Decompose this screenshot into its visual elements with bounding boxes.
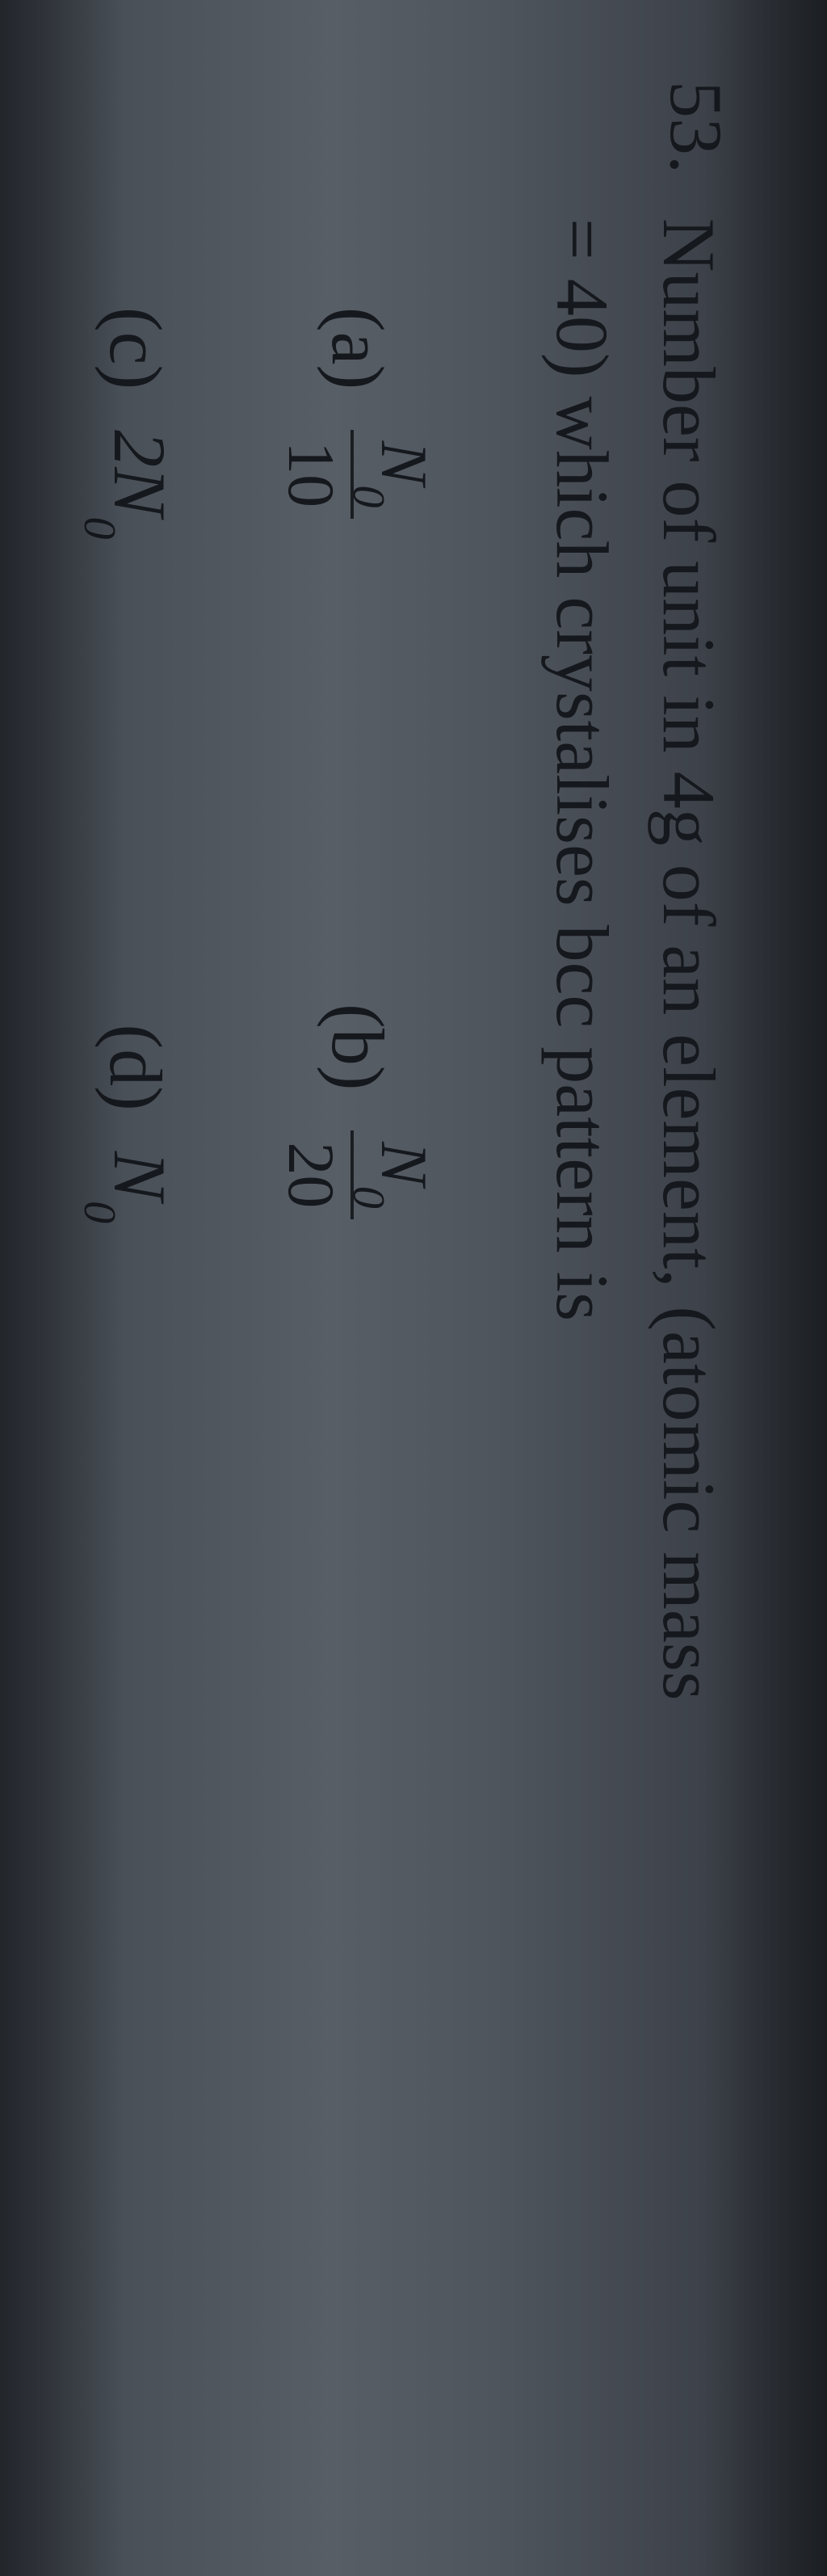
- option-c-var: N: [99, 467, 181, 516]
- option-d: (d) N0: [88, 1024, 183, 1223]
- option-d-sub: 0: [74, 1201, 124, 1223]
- option-a-denominator: 10: [278, 430, 351, 519]
- option-b: (b) N0 20: [278, 1004, 437, 1219]
- option-d-label: (d): [93, 1024, 178, 1110]
- option-c: (c) 2N0: [88, 307, 183, 539]
- options-row-1: (a) N0 10 (b) N0 20: [278, 81, 437, 2511]
- option-c-sub: 0: [74, 516, 124, 539]
- option-d-value: N0: [88, 1151, 183, 1223]
- option-b-numerator: N0: [351, 1130, 437, 1219]
- option-a-fraction: N0 10: [278, 430, 437, 519]
- option-b-num-sub: 0: [343, 1186, 393, 1209]
- question-content: Number of unit in 4g of an element, (ato…: [532, 218, 739, 2511]
- option-a-num-var: N: [367, 441, 441, 486]
- option-a-num-sub: 0: [343, 485, 393, 507]
- option-b-fraction: N0 20: [278, 1130, 437, 1219]
- option-a-label: (a): [315, 307, 401, 389]
- option-c-coeff: 2: [99, 430, 181, 467]
- option-b-denominator: 20: [278, 1130, 351, 1219]
- question-text-line1: Number of unit in 4g of an element, (ato…: [639, 218, 739, 2511]
- option-c-value: 2N0: [88, 430, 183, 539]
- option-c-label: (c): [93, 307, 178, 389]
- option-b-num-var: N: [367, 1142, 441, 1186]
- option-b-label: (b): [315, 1004, 401, 1090]
- options-row-2: (c) 2N0 (d) N0: [88, 81, 183, 2511]
- question-number: 53.: [653, 81, 739, 194]
- question-block: 53. Number of unit in 4g of an element, …: [532, 81, 739, 2511]
- page-container: 53. Number of unit in 4g of an element, …: [0, 0, 827, 2576]
- option-d-var: N: [99, 1151, 181, 1201]
- option-a: (a) N0 10: [278, 307, 437, 519]
- question-text-line2: = 40) which crystalises bcc pattern is: [532, 218, 632, 2511]
- option-a-numerator: N0: [351, 430, 437, 519]
